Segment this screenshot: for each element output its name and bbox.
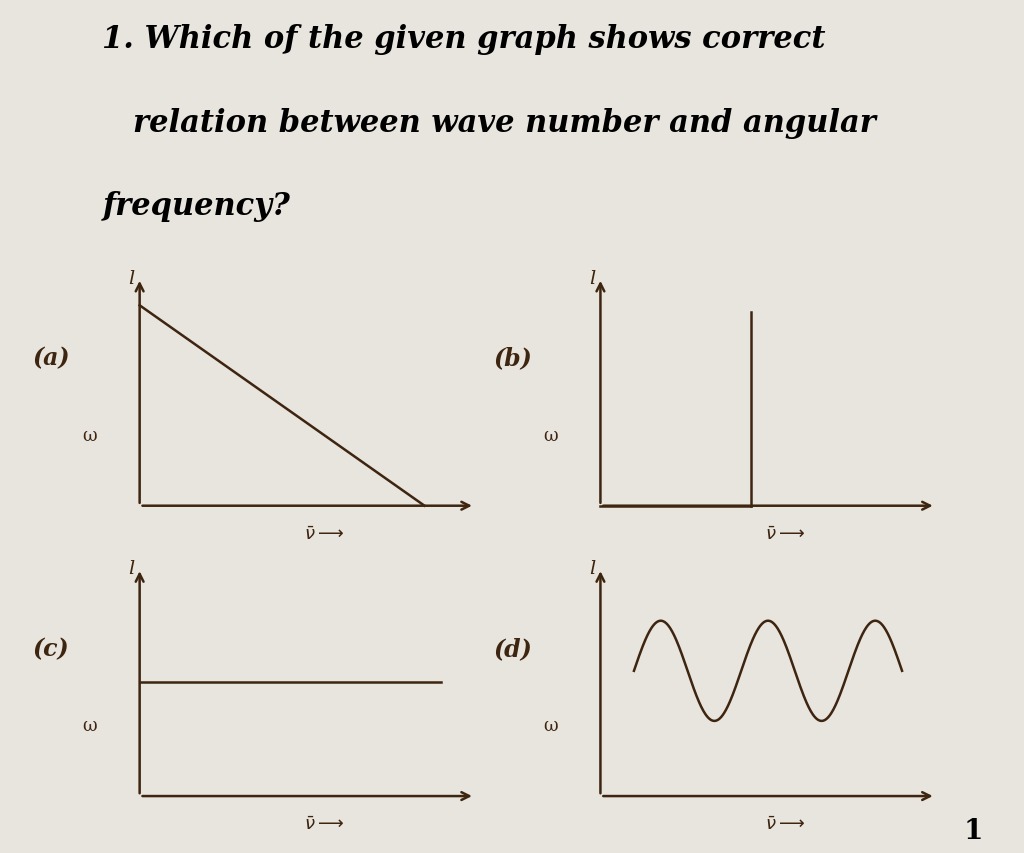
Text: l: l [589,560,595,577]
Text: $\bar{\nu}$$\longrightarrow$: $\bar{\nu}$$\longrightarrow$ [304,525,344,543]
Text: $\bar{\nu}$$\longrightarrow$: $\bar{\nu}$$\longrightarrow$ [765,525,805,543]
Text: (a): (a) [33,346,70,370]
Text: (d): (d) [494,636,531,660]
Text: ω: ω [82,426,96,444]
Text: relation between wave number and angular: relation between wave number and angular [133,107,876,138]
Text: $\bar{\nu}$$\longrightarrow$: $\bar{\nu}$$\longrightarrow$ [765,815,805,833]
Text: l: l [589,270,595,287]
Text: frequency?: frequency? [102,191,290,222]
Text: 1: 1 [964,817,983,844]
Text: ω: ω [82,717,96,734]
Text: l: l [128,560,134,577]
Text: ω: ω [543,426,557,444]
Text: (b): (b) [494,346,531,370]
Text: (c): (c) [33,636,69,660]
Text: ω: ω [543,717,557,734]
Text: 1. Which of the given graph shows correct: 1. Which of the given graph shows correc… [102,24,826,55]
Text: $\bar{\nu}$$\longrightarrow$: $\bar{\nu}$$\longrightarrow$ [304,815,344,833]
Text: l: l [128,270,134,287]
